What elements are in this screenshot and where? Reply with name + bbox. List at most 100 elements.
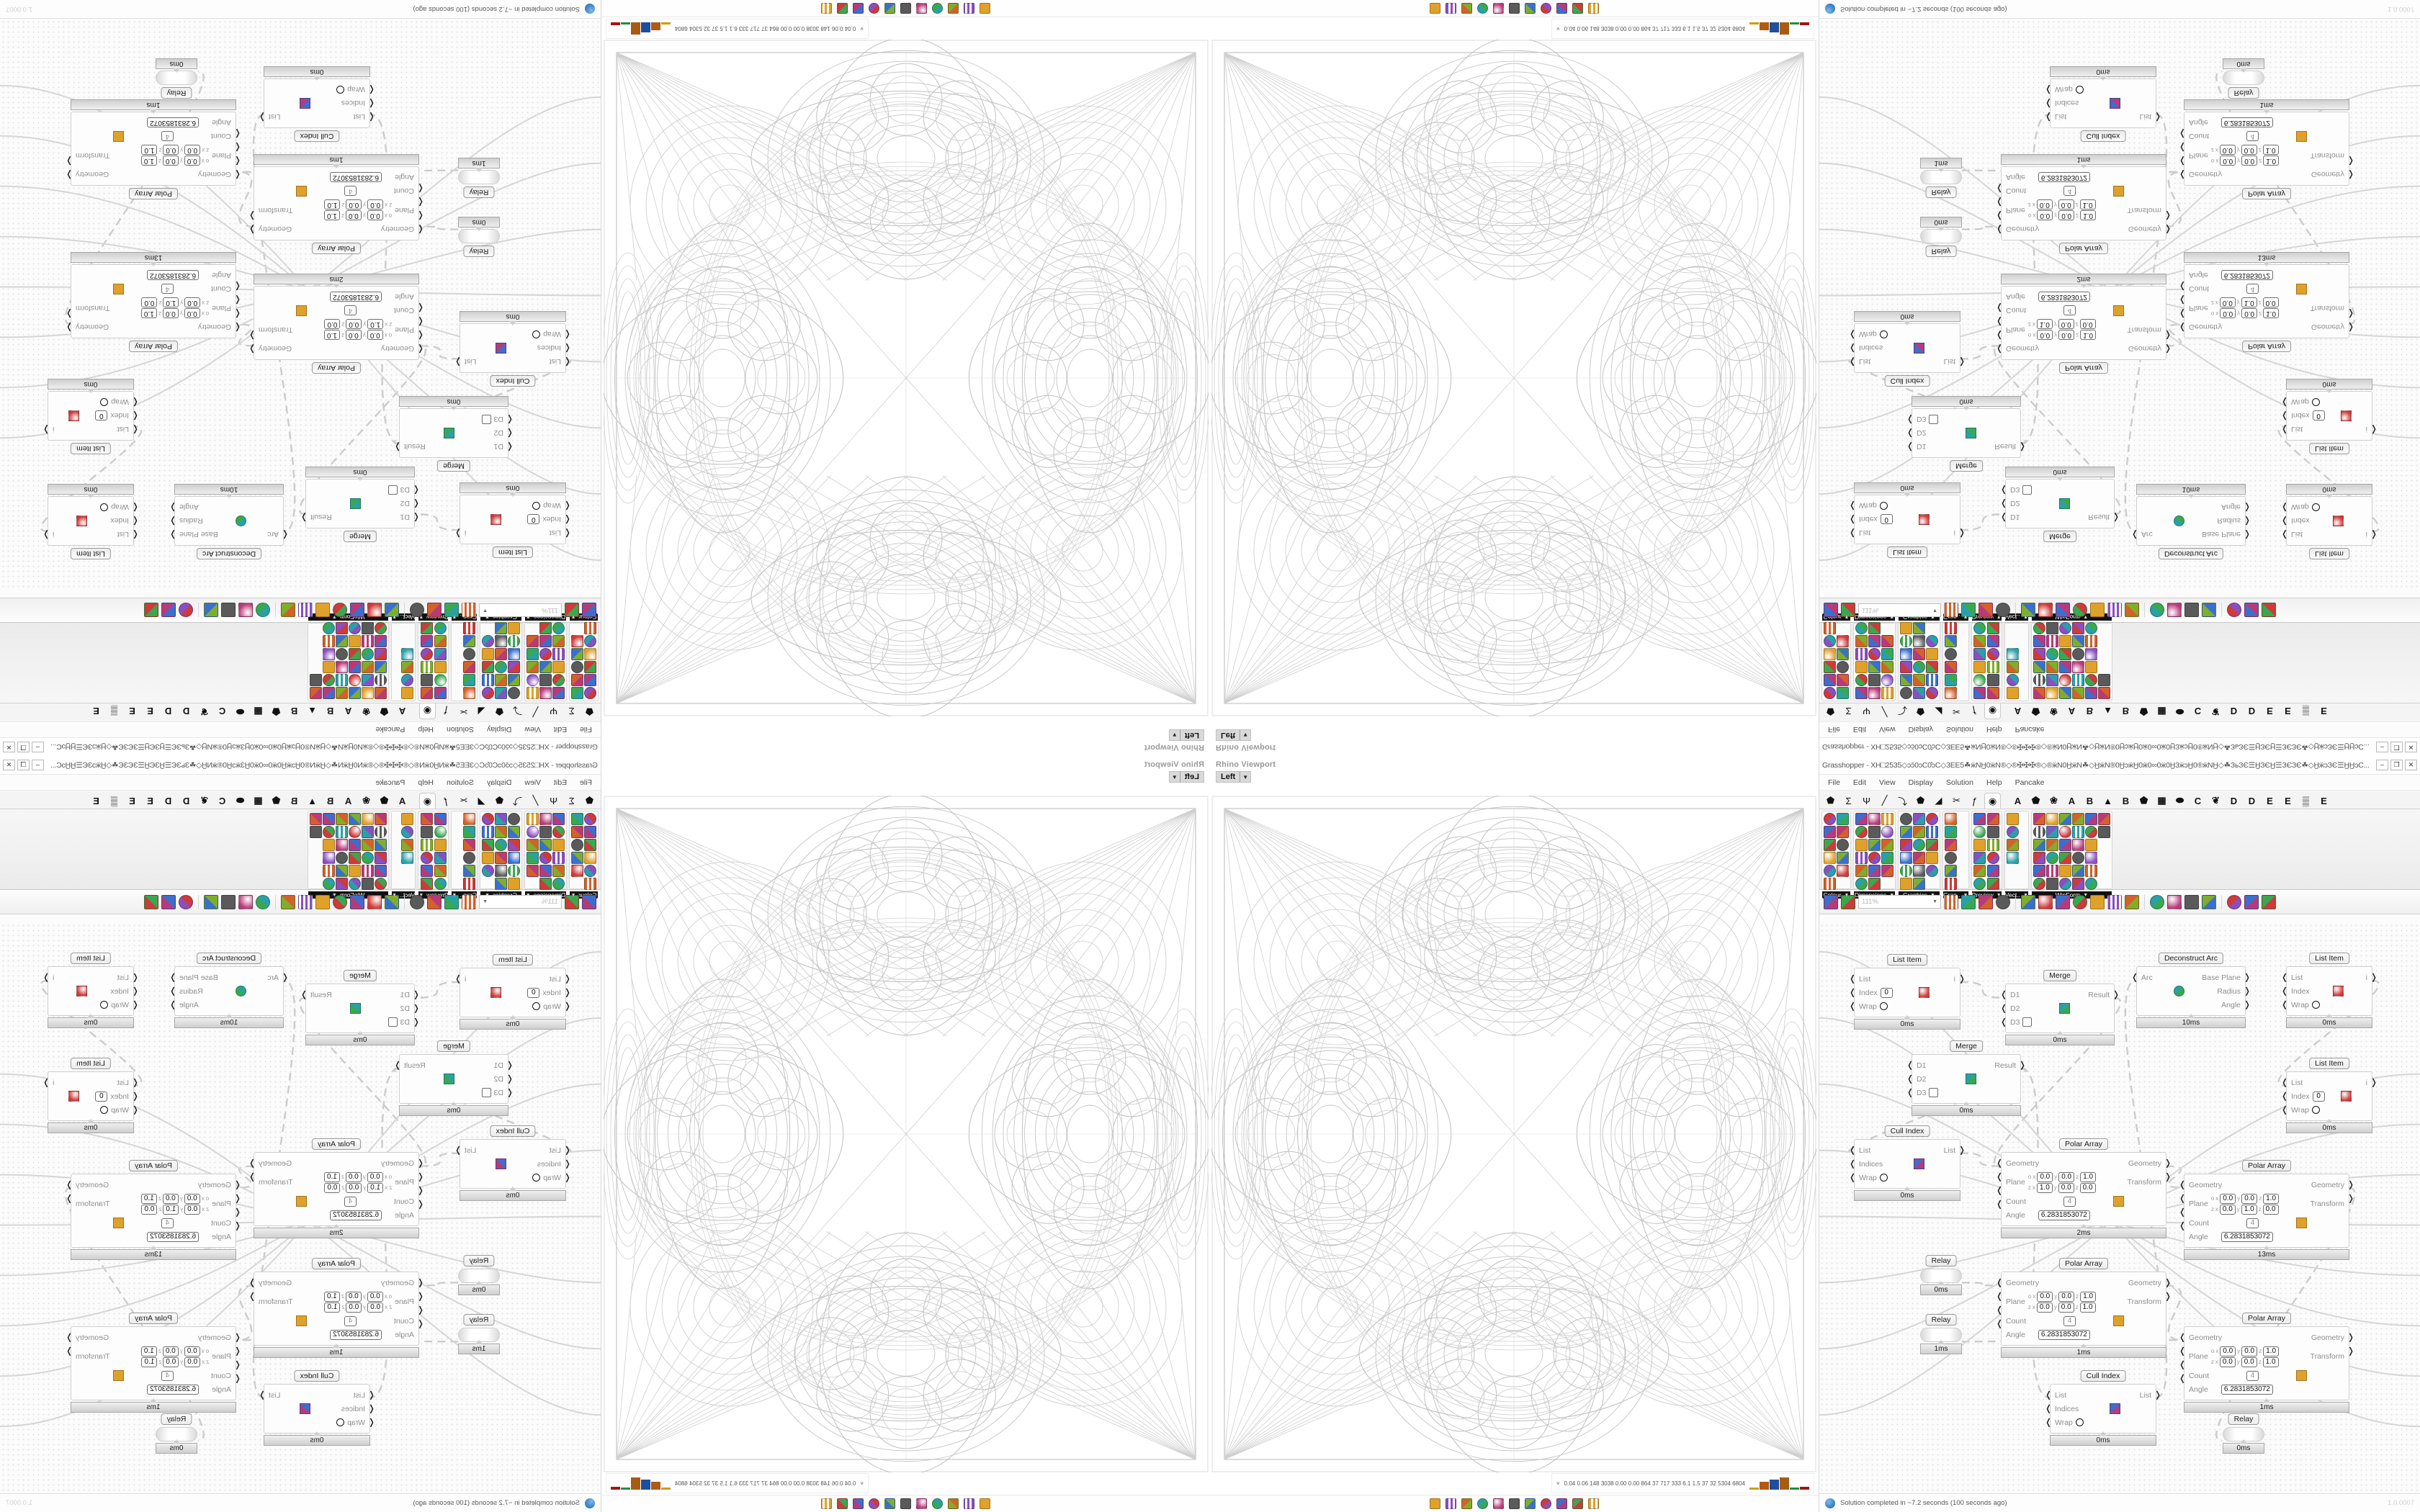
- colour-sphere-icon[interactable]: [1837, 839, 1849, 851]
- chevron-down-icon[interactable]: ▼: [1996, 614, 2002, 620]
- input-port[interactable]: ❬: [2281, 530, 2289, 540]
- triangle-warn-icon[interactable]: [1881, 865, 1894, 877]
- gha-icon[interactable]: [2038, 894, 2053, 909]
- pie-green-icon[interactable]: [362, 635, 375, 647]
- coord-field-o-y[interactable]: 0.0: [162, 156, 179, 166]
- wire[interactable]: [419, 1282, 459, 1287]
- blob-icon[interactable]: [495, 687, 507, 699]
- input-port[interactable]: ❬: [233, 1207, 241, 1217]
- component-polar-array-3[interactable]: Polar Array ❬ ❭ Geometry Geometry ❬ ❭ Plane o x 0.…: [248, 1258, 424, 1358]
- diagonal-box-icon[interactable]: [421, 839, 434, 851]
- component-polar-array-4[interactable]: Polar Array ❬ ❭ Geometry Geometry ❬ ❭ Plane o x 0.…: [66, 99, 241, 199]
- menu-bar[interactable]: File Edit View Display Solution Help Pancake: [0, 775, 601, 791]
- input-port[interactable]: ❬: [233, 1373, 241, 1383]
- coord-field-o-y[interactable]: 0.0: [2241, 1346, 2258, 1356]
- input-port[interactable]: ❬: [1996, 303, 2004, 313]
- plane-fields[interactable]: o x 0.0 y 0.0 z 1.0 z x 0.0 y 0.0 z 1.0: [2211, 1346, 2280, 1367]
- coord-field-o-x[interactable]: 0.0: [2037, 330, 2053, 341]
- output-port[interactable]: ❭: [42, 972, 50, 982]
- input-port[interactable]: ❬: [1849, 515, 1857, 525]
- coord-field-z-z[interactable]: 0.0: [141, 297, 158, 308]
- coord-field-z-y[interactable]: 1.0: [2241, 1204, 2257, 1215]
- component-cull-index-2[interactable]: Cull Index ❬ ❭ List List ❬ Indices ❬ Wrap 0ms: [259, 1370, 375, 1446]
- output-port[interactable]: ❭: [169, 999, 177, 1009]
- heart-blue-icon[interactable]: [434, 622, 447, 634]
- output-port[interactable]: ❭: [248, 225, 256, 235]
- index-field[interactable]: 0: [2312, 1091, 2325, 1102]
- component-merge-1[interactable]: Merge ❬ ❭ D1 Result ❬ D2 ❬ D3 0ms: [2000, 970, 2120, 1045]
- tab-display-tab[interactable]: ◉: [419, 703, 436, 719]
- colour-rgb-sphere-icon[interactable]: [1837, 813, 1849, 825]
- ring-icon[interactable]: [1913, 852, 1925, 864]
- hatch-icon[interactable]: [2045, 813, 2058, 825]
- coord-field-z-z[interactable]: 1.0: [2079, 1302, 2096, 1313]
- colour-gradient-icon[interactable]: [1824, 674, 1836, 686]
- angle-dim-icon[interactable]: [552, 661, 565, 673]
- component-caption[interactable]: List Item: [1887, 954, 1927, 966]
- component-list-item-2[interactable]: List Item ❬ ❭ List i ❬ Index ❬ Wrap 0ms: [2281, 953, 2378, 1028]
- coord-field-o-y[interactable]: 0.0: [2241, 308, 2258, 319]
- wrap-toggle[interactable]: [1879, 502, 1888, 510]
- balloon-icon[interactable]: [298, 603, 313, 618]
- input-port[interactable]: ❬: [2131, 972, 2139, 982]
- letter-tab-0[interactable]: A: [2014, 706, 2022, 717]
- input-port[interactable]: ❬: [2000, 513, 2008, 523]
- output-port[interactable]: ❭: [248, 330, 256, 341]
- input-port[interactable]: ❬: [2179, 1207, 2187, 1217]
- menu-item-view[interactable]: View: [1879, 778, 1896, 787]
- table-green-icon[interactable]: [362, 648, 375, 660]
- pie-green-icon[interactable]: [362, 865, 375, 877]
- component-caption[interactable]: Relay: [2228, 87, 2259, 99]
- output-port[interactable]: ❭: [66, 323, 73, 333]
- blob-icon[interactable]: [495, 813, 507, 825]
- quadrant-top-left[interactable]: Rhino Viewport Left ▼ ˅ 0.04 0.06 148 30…: [0, 0, 1210, 756]
- component-caption[interactable]: Polar Array: [129, 341, 178, 352]
- hatch-icon[interactable]: [362, 687, 375, 699]
- angle-dim-icon[interactable]: [1855, 661, 1868, 673]
- menu-item-file[interactable]: File: [580, 725, 592, 734]
- rounded-rect-icon[interactable]: [1900, 878, 1912, 890]
- output-port[interactable]: ❭: [2164, 344, 2172, 354]
- dimension-icon[interactable]: [552, 826, 565, 838]
- input-port[interactable]: ❬: [1849, 987, 1857, 997]
- input-port[interactable]: ❬: [506, 1074, 514, 1084]
- output-port[interactable]: ❭: [2347, 1179, 2354, 1189]
- component-polar-array-2[interactable]: Polar Array ❬ ❭ Geometry Geometry ❬ ❭ Plane o x 0.…: [2179, 252, 2354, 352]
- letter-tab-13[interactable]: D: [164, 795, 172, 806]
- letter-tab-15[interactable]: E: [2285, 706, 2291, 717]
- triangle-warn-icon[interactable]: [526, 865, 539, 877]
- bars-vert-icon[interactable]: [336, 839, 349, 851]
- tab-intersect-tab[interactable]: ✂: [460, 795, 467, 806]
- tab-vector-tab[interactable]: ╱: [1881, 706, 1888, 717]
- component-cull-index-2[interactable]: Cull Index ❬ ❭ List List ❬ Indices ❬ Wrap 0ms: [259, 66, 375, 142]
- ribbon-group-graphics[interactable]: Graphics▼: [480, 811, 522, 899]
- input-port[interactable]: ❬: [416, 1318, 424, 1328]
- component-list-item-2[interactable]: List Item ❬ ❭ List i ❬ Index ❬ Wrap 0ms: [42, 953, 139, 1028]
- tab-surface-tab[interactable]: ⬟: [495, 795, 504, 806]
- component-body[interactable]: ❬ ❭ List List ❬ Indices ❬ Wrap: [2045, 78, 2161, 128]
- polyline-pts-icon[interactable]: [401, 674, 414, 686]
- minimize-button[interactable]: –: [2376, 742, 2388, 752]
- angle-field[interactable]: 6.2831853072: [147, 1231, 200, 1242]
- component-list-item-1[interactable]: List Item ❬ ❭ List i ❬ Index 0 ❬ Wrap 0ms: [1849, 482, 1966, 558]
- component-caption[interactable]: Polar Array: [129, 188, 178, 199]
- input-port[interactable]: ❬: [1849, 343, 1857, 354]
- component-caption[interactable]: Deconstruct Arc: [2158, 548, 2224, 559]
- colour-rgb-sphere-icon[interactable]: [571, 687, 583, 699]
- coord-field-o-y[interactable]: 0.0: [345, 1291, 362, 1302]
- bake-icon[interactable]: [427, 603, 442, 618]
- layers-icon[interactable]: [1945, 865, 1957, 877]
- stepper-icon[interactable]: [2071, 687, 2084, 699]
- coord-field-z-x[interactable]: 0.0: [184, 297, 201, 308]
- image-select-icon[interactable]: [362, 622, 375, 634]
- app-red-icon[interactable]: [980, 3, 990, 14]
- component-merge-2[interactable]: Merge ❬ ❭ D1 Result ❬ D2 ❬ D3 0ms: [394, 1040, 514, 1116]
- close-button[interactable]: ✕: [2405, 742, 2417, 752]
- colour-gradient-icon[interactable]: [1824, 826, 1836, 838]
- menu-item-pancake[interactable]: Pancake: [2015, 778, 2045, 787]
- shade-red-icon[interactable]: [2184, 603, 2199, 618]
- spectrum-icon[interactable]: [571, 648, 583, 660]
- output-port[interactable]: ❭: [248, 1158, 256, 1168]
- viewport-view-dropdown[interactable]: Left ▼: [1216, 729, 1252, 741]
- menu-item-file[interactable]: File: [580, 778, 592, 787]
